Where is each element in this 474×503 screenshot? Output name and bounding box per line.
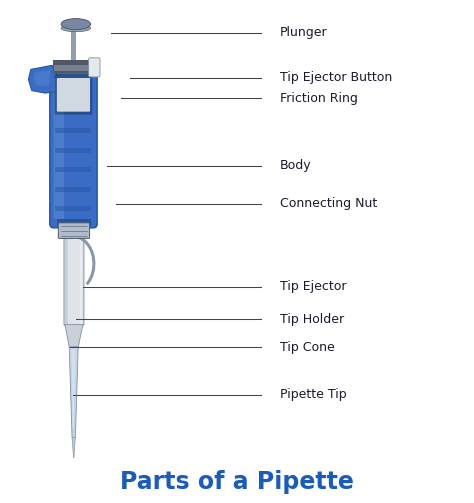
- Ellipse shape: [61, 19, 91, 30]
- Polygon shape: [65, 324, 83, 347]
- Bar: [57, 219, 91, 226]
- Bar: [55, 167, 91, 172]
- Bar: [80, 237, 82, 324]
- Bar: [53, 60, 94, 73]
- Text: Tip Ejector Button: Tip Ejector Button: [280, 71, 392, 85]
- Polygon shape: [69, 347, 78, 438]
- FancyBboxPatch shape: [64, 236, 84, 325]
- Bar: [55, 206, 91, 211]
- Ellipse shape: [61, 25, 91, 32]
- Text: Parts of a Pipette: Parts of a Pipette: [120, 470, 354, 494]
- Bar: [55, 148, 91, 153]
- Bar: [54, 65, 93, 71]
- Bar: [65, 237, 68, 324]
- FancyBboxPatch shape: [54, 78, 64, 219]
- Text: Tip Holder: Tip Holder: [280, 313, 344, 326]
- FancyBboxPatch shape: [55, 74, 92, 115]
- Text: Pipette Tip: Pipette Tip: [280, 388, 346, 401]
- Text: Friction Ring: Friction Ring: [280, 92, 357, 105]
- Polygon shape: [72, 438, 75, 458]
- Bar: [71, 28, 76, 60]
- FancyBboxPatch shape: [57, 78, 90, 112]
- FancyBboxPatch shape: [58, 223, 90, 238]
- Text: Tip Cone: Tip Cone: [280, 341, 335, 354]
- Text: Connecting Nut: Connecting Nut: [280, 197, 377, 210]
- Text: Body: Body: [280, 159, 311, 173]
- Polygon shape: [28, 65, 65, 93]
- Text: Tip Ejector: Tip Ejector: [280, 280, 346, 293]
- FancyBboxPatch shape: [50, 69, 97, 228]
- Polygon shape: [72, 350, 75, 428]
- FancyBboxPatch shape: [89, 58, 100, 77]
- Bar: [55, 187, 91, 192]
- Text: Plunger: Plunger: [280, 26, 327, 39]
- Polygon shape: [34, 69, 51, 87]
- Bar: [55, 128, 91, 133]
